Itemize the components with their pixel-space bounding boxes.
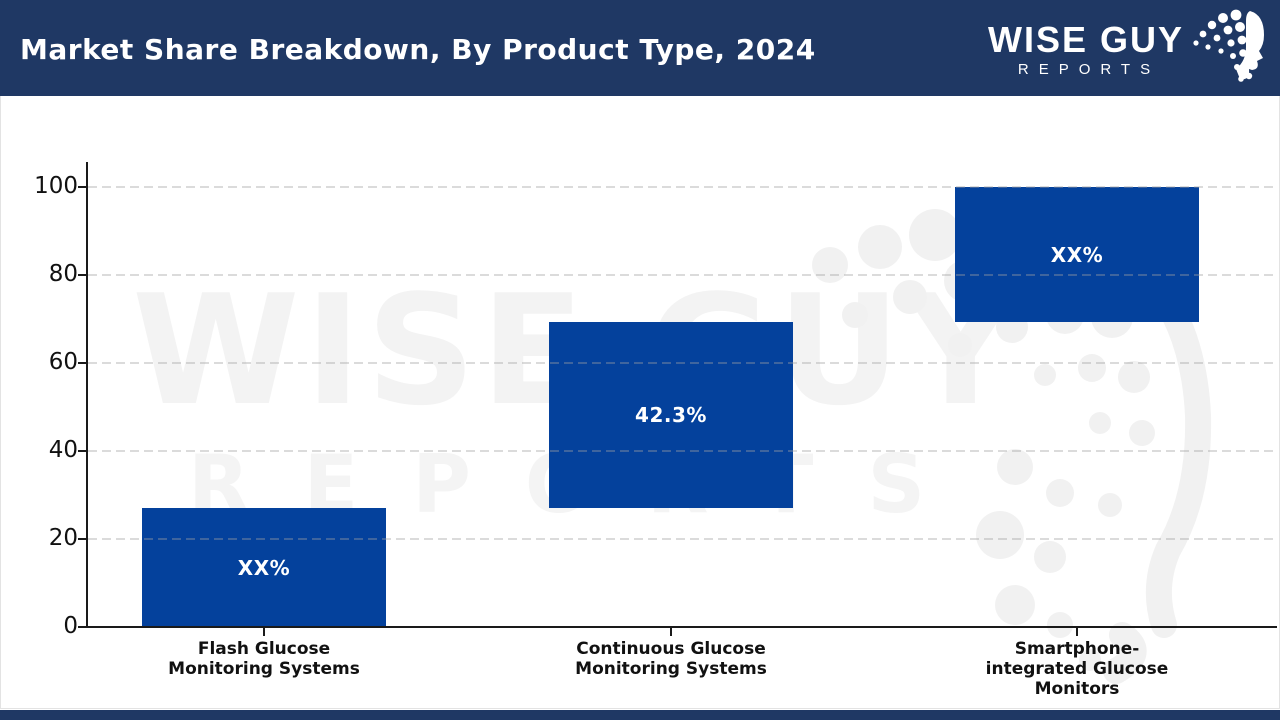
y-tick-label-60: 60 [48, 349, 78, 375]
y-tick-mark-60 [78, 362, 87, 364]
y-axis-line [86, 162, 88, 628]
footer-band [0, 710, 1280, 720]
bar-segment: XX% [955, 187, 1199, 323]
bar-segment: 42.3% [549, 322, 793, 509]
x-tick-mark [670, 628, 672, 636]
bar-segment: XX% [142, 508, 386, 627]
gridline-100 [88, 186, 1276, 188]
wise-guy-reports-logo: WISE GUY REPORTS [988, 8, 1266, 90]
y-tick-label-80: 80 [48, 261, 78, 287]
y-tick-label-20: 20 [48, 525, 78, 551]
gridline-60 [88, 362, 1276, 364]
header-band: Market Share Breakdown, By Product Type,… [0, 0, 1280, 96]
page-title: Market Share Breakdown, By Product Type,… [20, 33, 816, 66]
y-tick-label-0: 0 [63, 613, 78, 639]
bar-value-label: XX% [237, 555, 291, 580]
logo-line2: REPORTS [1017, 60, 1161, 78]
category-label: Continuous Glucose Monitoring Systems [575, 639, 767, 679]
bar-value-label: XX% [1050, 242, 1104, 267]
x-tick-mark [1076, 628, 1078, 636]
category-label: Flash Glucose Monitoring Systems [168, 639, 360, 679]
y-tick-mark-40 [78, 450, 87, 452]
y-tick-mark-100 [78, 186, 87, 188]
y-tick-mark-20 [78, 538, 87, 540]
y-tick-mark-0 [78, 626, 87, 628]
gridline-20 [88, 538, 1276, 540]
y-tick-mark-80 [78, 274, 87, 276]
category-label: Smartphone- integrated Glucose Monitors [985, 639, 1169, 699]
bar-value-label: 42.3% [635, 403, 707, 428]
gridline-40 [88, 450, 1276, 452]
x-tick-mark [263, 628, 265, 636]
logo-wordmark: WISE GUY REPORTS [987, 18, 1184, 78]
logo-line1: WISE GUY [987, 18, 1184, 60]
y-tick-label-100: 100 [34, 173, 78, 199]
x-axis-line [85, 626, 1277, 628]
gridline-80 [88, 274, 1276, 276]
dotted-face-icon [1193, 9, 1264, 82]
y-tick-label-40: 40 [48, 437, 78, 463]
